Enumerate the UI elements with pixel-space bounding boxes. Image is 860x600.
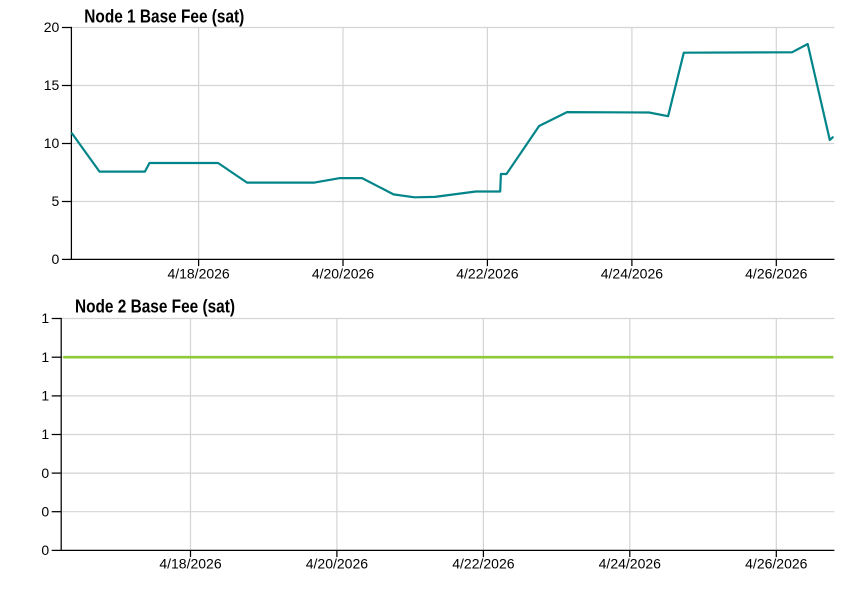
svg-text:15: 15 — [44, 77, 60, 93]
svg-text:1: 1 — [41, 310, 49, 326]
svg-text:4/20/2026: 4/20/2026 — [312, 266, 374, 282]
svg-text:1: 1 — [41, 349, 49, 365]
svg-text:1: 1 — [41, 388, 49, 404]
svg-text:4/24/2026: 4/24/2026 — [601, 266, 663, 282]
svg-text:20: 20 — [44, 19, 60, 35]
svg-text:4/18/2026: 4/18/2026 — [167, 266, 229, 282]
svg-text:0: 0 — [41, 503, 49, 519]
svg-text:4/22/2026: 4/22/2026 — [456, 266, 518, 282]
svg-text:1: 1 — [41, 426, 49, 442]
svg-text:10: 10 — [44, 135, 60, 151]
svg-text:4/18/2026: 4/18/2026 — [159, 556, 221, 572]
svg-text:Node 2 Base Fee (sat): Node 2 Base Fee (sat) — [75, 297, 235, 317]
svg-text:0: 0 — [41, 465, 49, 481]
svg-text:Node 1 Base Fee (sat): Node 1 Base Fee (sat) — [84, 6, 244, 26]
svg-text:4/20/2026: 4/20/2026 — [306, 556, 368, 572]
svg-text:4/24/2026: 4/24/2026 — [599, 556, 661, 572]
svg-text:0: 0 — [52, 251, 60, 267]
svg-text:4/26/2026: 4/26/2026 — [745, 556, 807, 572]
svg-text:5: 5 — [52, 193, 60, 209]
svg-text:0: 0 — [41, 542, 49, 558]
svg-text:4/26/2026: 4/26/2026 — [745, 266, 807, 282]
svg-text:4/22/2026: 4/22/2026 — [452, 556, 514, 572]
